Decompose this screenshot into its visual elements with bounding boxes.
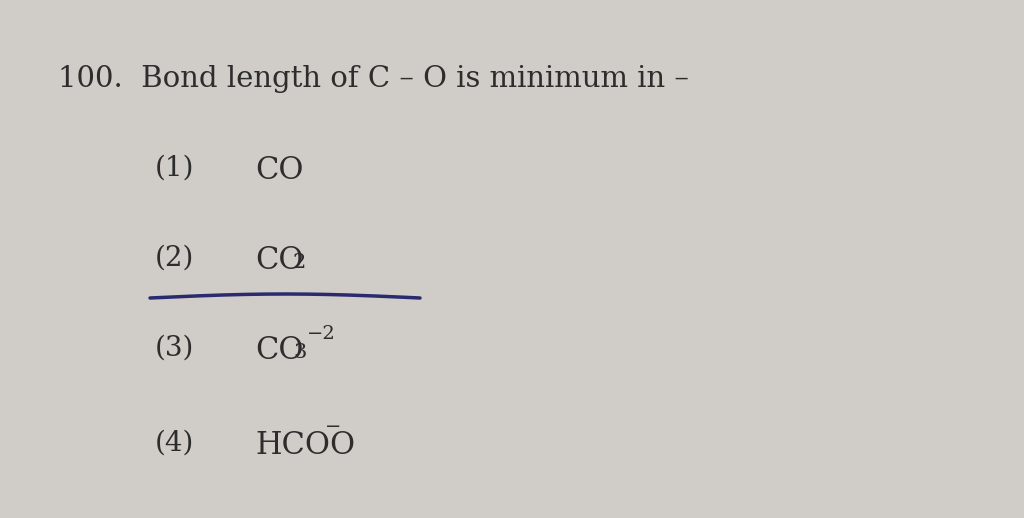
Text: 100.  Bond length of C – O is minimum in –: 100. Bond length of C – O is minimum in … — [58, 65, 689, 93]
Text: 2: 2 — [293, 253, 306, 272]
Text: CO: CO — [255, 335, 303, 366]
Text: CO: CO — [255, 155, 303, 186]
Text: 3: 3 — [293, 343, 306, 362]
Text: (4): (4) — [155, 430, 195, 457]
Text: (3): (3) — [155, 335, 195, 362]
Text: (2): (2) — [155, 245, 195, 272]
Text: −2: −2 — [307, 325, 336, 343]
Text: HCOO: HCOO — [255, 430, 355, 461]
Text: (1): (1) — [155, 155, 195, 182]
Text: CO: CO — [255, 245, 303, 276]
Text: −: − — [325, 418, 341, 436]
